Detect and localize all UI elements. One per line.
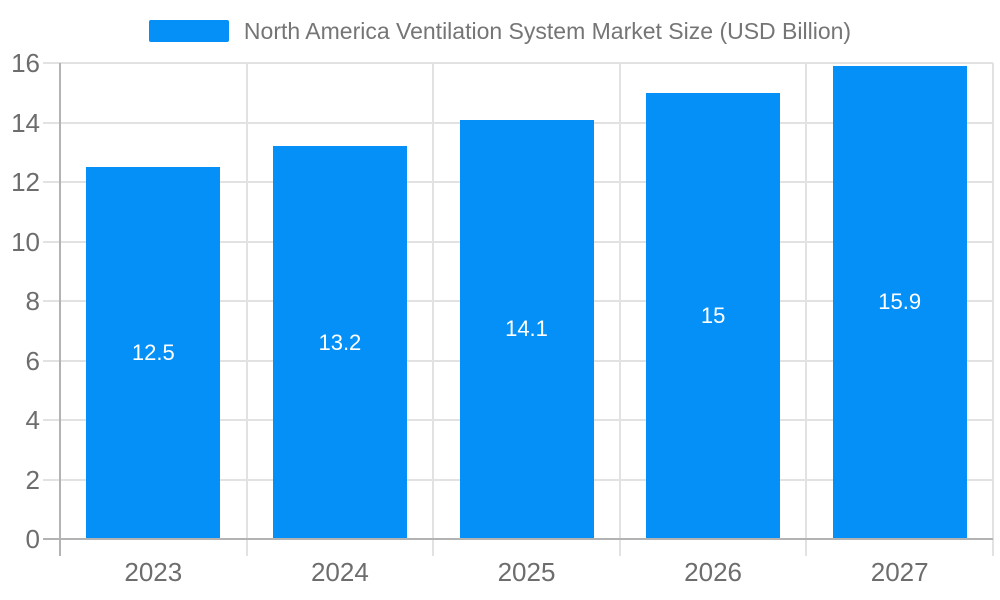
bar-value-label: 15 <box>700 302 726 328</box>
bar-value-label: 13.2 <box>318 329 362 355</box>
chart-legend[interactable]: North America Ventilation System Market … <box>0 17 1000 45</box>
bar-2023[interactable] <box>86 167 221 539</box>
x-axis-tick-label: 2024 <box>310 557 369 587</box>
v-gridline <box>618 63 621 556</box>
h-gridline <box>43 62 993 64</box>
bar-2025[interactable] <box>459 119 594 539</box>
bar-value-label: 15.9 <box>878 289 922 315</box>
v-gridline <box>992 63 994 556</box>
y-axis-tick-label: 2 <box>25 464 40 495</box>
bar-value-label: 12.5 <box>131 340 175 366</box>
y-axis-tick-label: 12 <box>11 167 40 197</box>
bar-2027[interactable] <box>832 65 967 539</box>
bar-2026[interactable] <box>646 92 781 539</box>
y-axis-tick-label: 10 <box>11 226 40 257</box>
x-axis-tick-label: 2025 <box>497 557 556 587</box>
y-axis-tick-label: 14 <box>11 107 40 138</box>
v-gridline <box>805 63 808 556</box>
x-axis-tick-label: 2026 <box>684 557 743 587</box>
bar-2024[interactable] <box>272 146 407 539</box>
v-gridline <box>245 63 248 556</box>
x-axis-line <box>43 538 993 540</box>
legend-label: North America Ventilation System Market … <box>243 17 852 44</box>
legend-swatch <box>148 20 229 42</box>
y-axis-tick-label: 8 <box>25 286 40 316</box>
v-gridline <box>432 63 435 556</box>
y-axis-tick-label: 4 <box>25 405 40 435</box>
y-axis-tick-label: 16 <box>11 48 40 78</box>
y-axis-tick-label: 6 <box>25 345 40 376</box>
y-axis-line <box>59 63 61 556</box>
bar-value-label: 14.1 <box>505 316 548 342</box>
y-axis-tick-label: 0 <box>25 524 40 554</box>
x-axis-tick-label: 2027 <box>870 557 929 587</box>
x-axis-tick-label: 2023 <box>124 557 183 587</box>
